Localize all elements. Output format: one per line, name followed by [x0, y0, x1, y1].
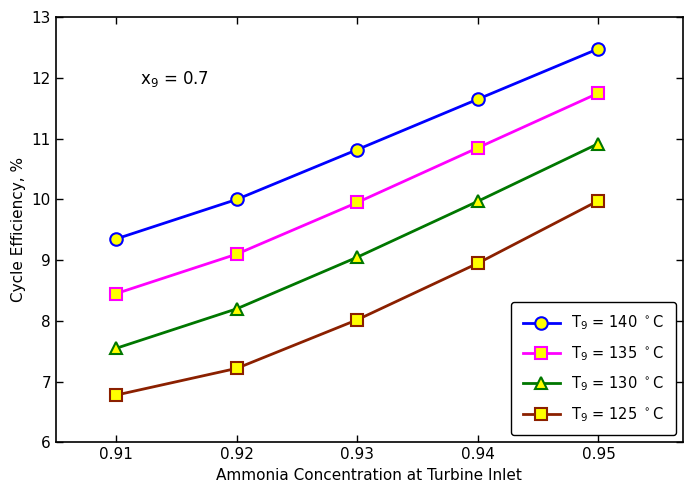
T$_9$ = 140 $^\circ$C: [112, 236, 120, 242]
T$_9$ = 135 $^\circ$C: [232, 251, 241, 257]
T$_9$ = 140 $^\circ$C: [474, 96, 482, 102]
Line: T$_9$ = 130 $^\circ$C: T$_9$ = 130 $^\circ$C: [110, 137, 604, 355]
X-axis label: Ammonia Concentration at Turbine Inlet: Ammonia Concentration at Turbine Inlet: [217, 468, 523, 483]
T$_9$ = 130 $^\circ$C: [594, 140, 602, 146]
T$_9$ = 140 $^\circ$C: [353, 147, 362, 153]
T$_9$ = 135 $^\circ$C: [474, 145, 482, 151]
T$_9$ = 130 $^\circ$C: [353, 254, 362, 260]
T$_9$ = 135 $^\circ$C: [353, 200, 362, 206]
Text: x$_9$ = 0.7: x$_9$ = 0.7: [140, 69, 208, 89]
T$_9$ = 130 $^\circ$C: [474, 198, 482, 204]
Line: T$_9$ = 135 $^\circ$C: T$_9$ = 135 $^\circ$C: [110, 87, 604, 300]
Line: T$_9$ = 140 $^\circ$C: T$_9$ = 140 $^\circ$C: [110, 42, 604, 245]
T$_9$ = 125 $^\circ$C: [353, 317, 362, 323]
T$_9$ = 135 $^\circ$C: [594, 90, 602, 96]
T$_9$ = 125 $^\circ$C: [594, 198, 602, 204]
T$_9$ = 130 $^\circ$C: [112, 345, 120, 351]
T$_9$ = 125 $^\circ$C: [232, 366, 241, 371]
T$_9$ = 135 $^\circ$C: [112, 290, 120, 296]
T$_9$ = 125 $^\circ$C: [112, 392, 120, 398]
T$_9$ = 140 $^\circ$C: [594, 46, 602, 52]
Y-axis label: Cycle Efficiency, %: Cycle Efficiency, %: [11, 157, 26, 302]
Line: T$_9$ = 125 $^\circ$C: T$_9$ = 125 $^\circ$C: [110, 194, 604, 401]
T$_9$ = 125 $^\circ$C: [474, 260, 482, 266]
T$_9$ = 140 $^\circ$C: [232, 197, 241, 203]
T$_9$ = 130 $^\circ$C: [232, 306, 241, 312]
Legend: T$_9$ = 140 $^\circ$C, T$_9$ = 135 $^\circ$C, T$_9$ = 130 $^\circ$C, T$_9$ = 125: T$_9$ = 140 $^\circ$C, T$_9$ = 135 $^\ci…: [511, 302, 675, 435]
